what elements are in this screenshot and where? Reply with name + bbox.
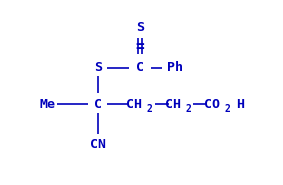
Text: =: = bbox=[136, 38, 145, 53]
Text: Me: Me bbox=[40, 98, 56, 111]
Text: CH: CH bbox=[165, 98, 181, 111]
Text: C: C bbox=[94, 98, 102, 111]
Text: S: S bbox=[94, 61, 102, 74]
Text: 2: 2 bbox=[225, 105, 231, 115]
Text: CH: CH bbox=[126, 98, 142, 111]
Text: C: C bbox=[136, 61, 144, 74]
Text: CO: CO bbox=[203, 98, 220, 111]
Text: Ph: Ph bbox=[167, 61, 183, 74]
Text: CN: CN bbox=[90, 138, 106, 151]
Text: H: H bbox=[236, 98, 244, 111]
Text: 2: 2 bbox=[146, 105, 152, 115]
Text: 2: 2 bbox=[186, 105, 192, 115]
Text: S: S bbox=[136, 21, 144, 34]
